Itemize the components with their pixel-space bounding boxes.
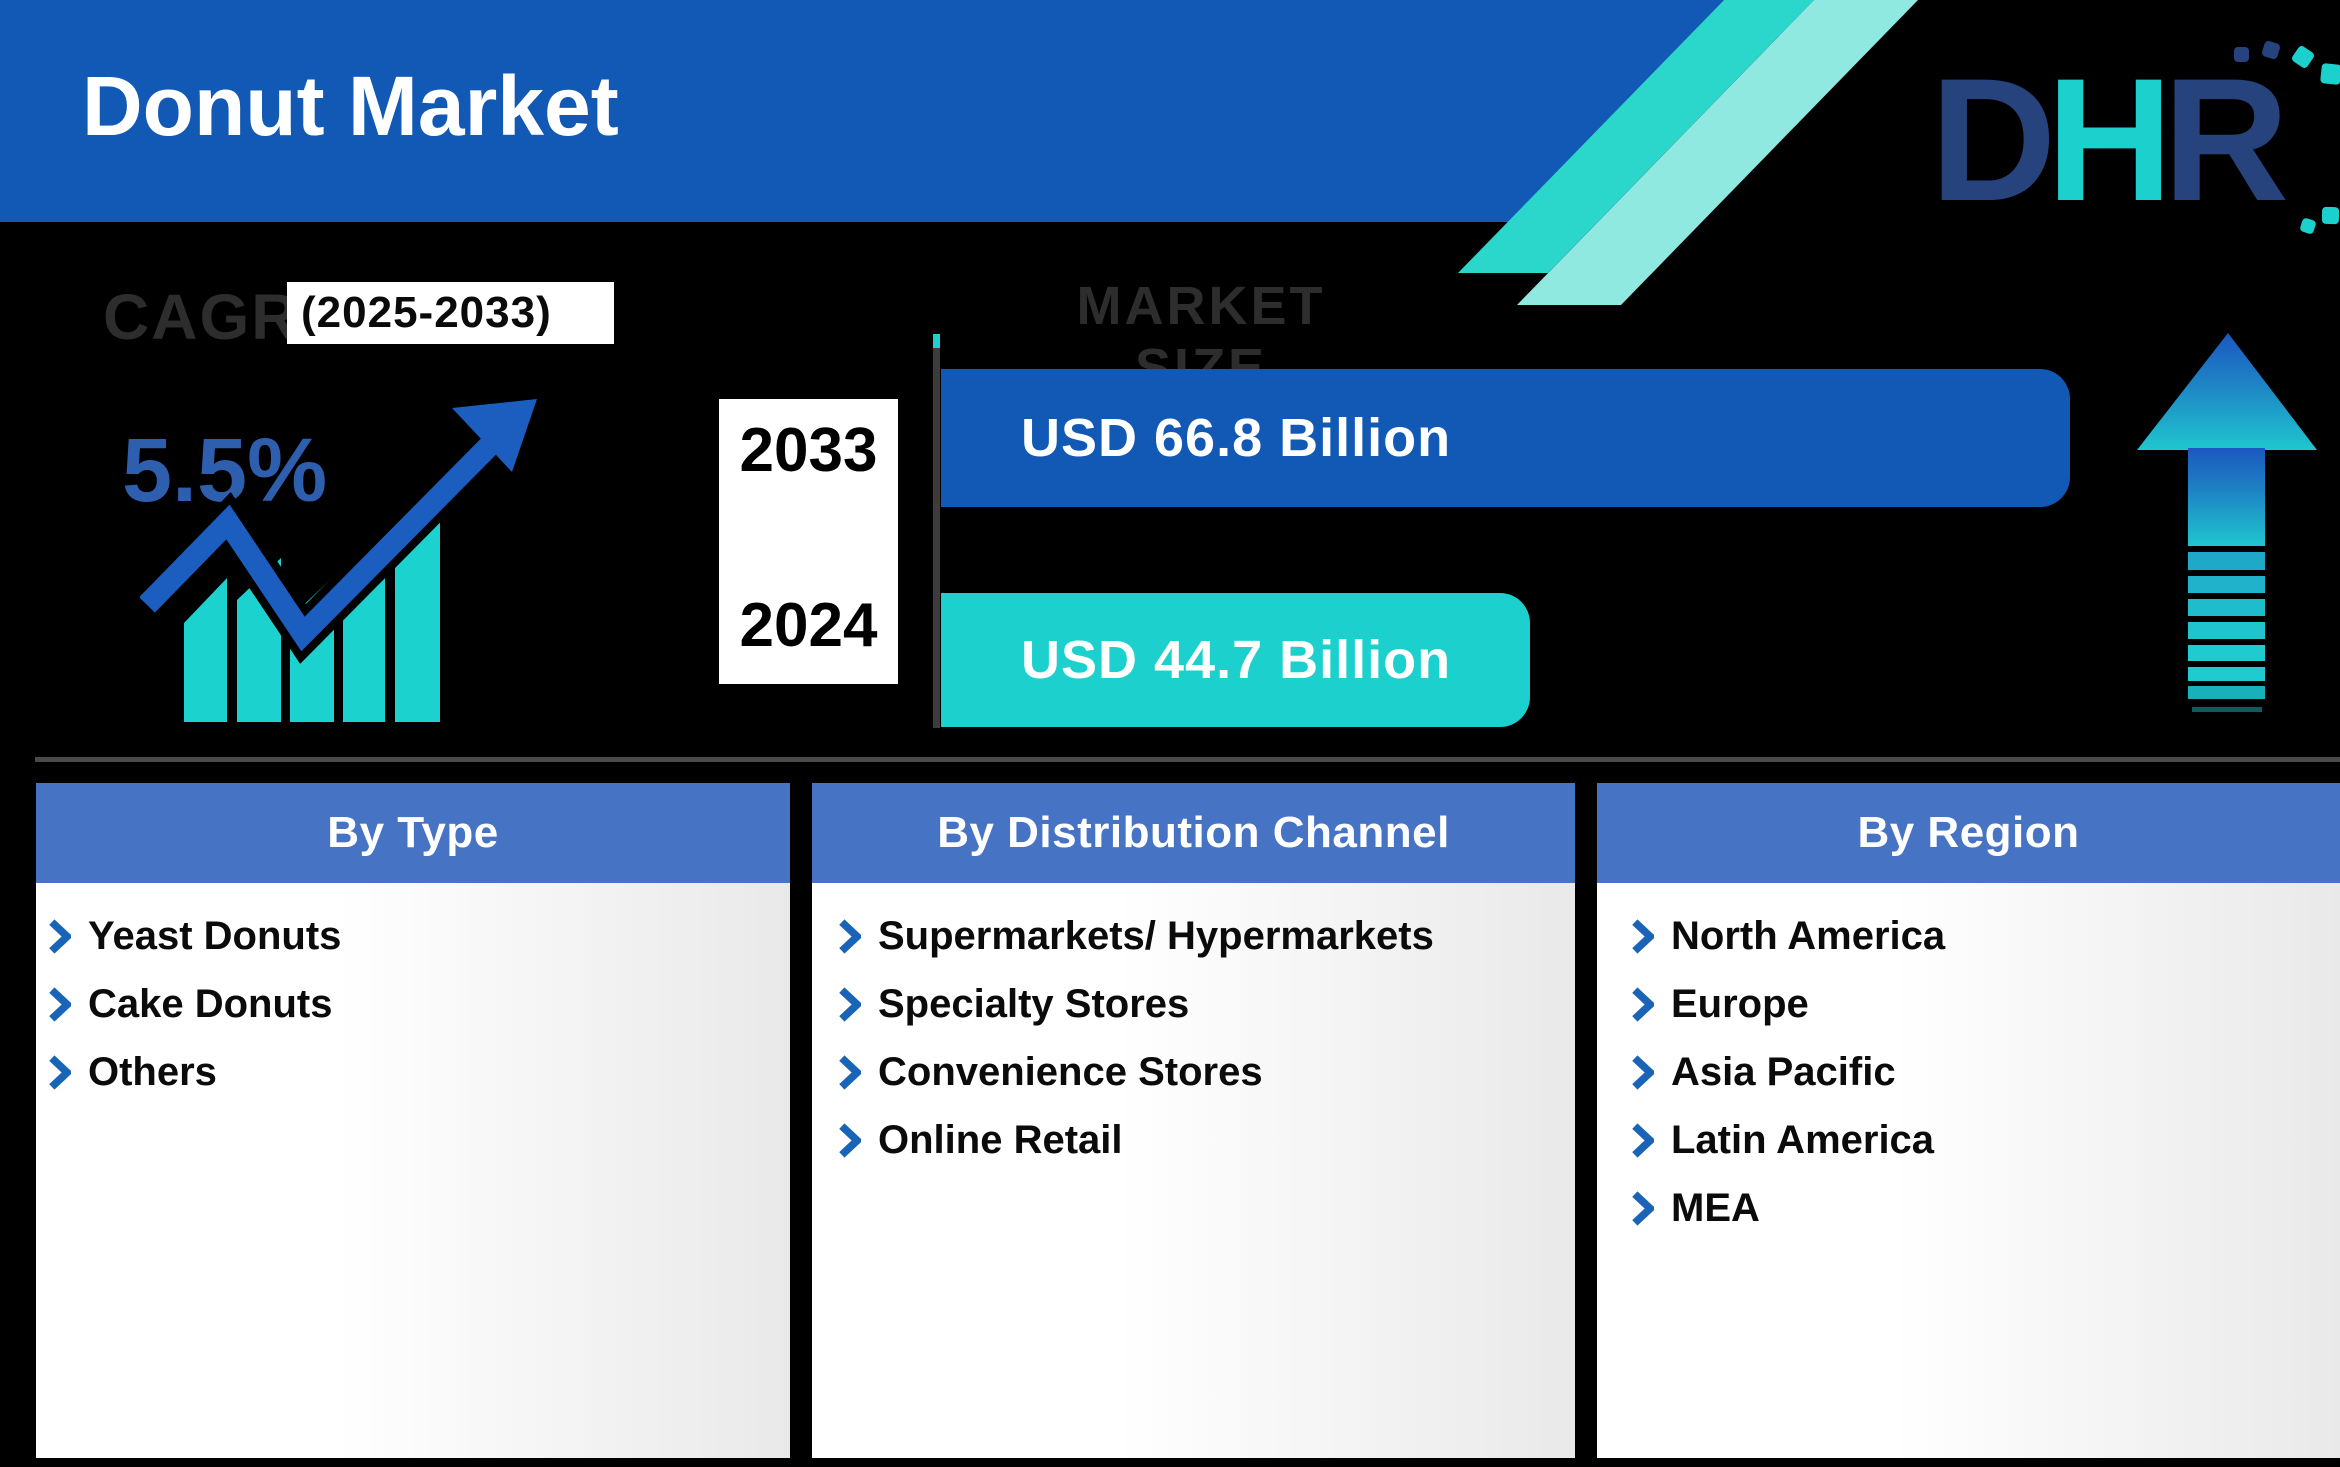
dhr-logo-letter: H xyxy=(2046,43,2172,238)
chevron-right-icon xyxy=(1632,1122,1654,1158)
segment-column-by-region: By Region North America Europe Asia Paci… xyxy=(1597,783,2340,1458)
dhr-logo-letter: D xyxy=(1930,43,2056,238)
year-label-2024: 2024 xyxy=(739,591,878,660)
segment-list-item: Yeast Donuts xyxy=(36,902,790,970)
chevron-right-icon xyxy=(1632,918,1654,954)
segment-column-body: North America Europe Asia Pacific Latin … xyxy=(1597,883,2340,1458)
segment-item-label: Online Retail xyxy=(878,1117,1123,1162)
segment-list-item: Europe xyxy=(1597,970,2340,1038)
segment-list-item: Others xyxy=(36,1038,790,1106)
header-diagonal-stripes-decoration xyxy=(1458,0,1918,305)
segment-column-header: By Distribution Channel xyxy=(812,783,1575,883)
segment-item-label: Yeast Donuts xyxy=(88,913,342,958)
page-title: Donut Market xyxy=(82,59,619,153)
segment-column-header: By Type xyxy=(36,783,790,883)
logo-burst-dot xyxy=(2320,63,2340,85)
cagr-period: (2025-2033) xyxy=(301,288,552,337)
cagr-period-box: (2025-2033) xyxy=(287,282,614,344)
segment-item-label: Europe xyxy=(1671,981,1809,1026)
logo-burst-dot xyxy=(2321,206,2340,225)
market-size-bar-2033-label: USD 66.8 Billion xyxy=(1021,408,1452,468)
segment-item-label: Cake Donuts xyxy=(88,981,333,1026)
logo-burst-dot xyxy=(2299,217,2317,235)
chevron-right-icon xyxy=(839,986,861,1022)
logo-burst-dot xyxy=(2234,47,2249,62)
year-column xyxy=(719,399,898,684)
segment-column-by-type: By Type Yeast Donuts Cake Donuts Others xyxy=(36,783,790,1458)
segment-item-label: Specialty Stores xyxy=(878,981,1190,1026)
segment-list-item: MEA xyxy=(1597,1174,2340,1242)
segment-item-label: North America xyxy=(1671,913,1946,958)
segment-list-item: Supermarkets/ Hypermarkets xyxy=(812,902,1575,970)
year-label-2033: 2033 xyxy=(739,416,878,485)
segment-item-label: Others xyxy=(88,1049,217,1094)
chevron-right-icon xyxy=(1632,1054,1654,1090)
segment-list-item: Asia Pacific xyxy=(1597,1038,2340,1106)
segment-item-label: Convenience Stores xyxy=(878,1049,1263,1094)
segment-column-body: Yeast Donuts Cake Donuts Others xyxy=(36,883,790,1458)
segment-item-label: Supermarkets/ Hypermarkets xyxy=(878,913,1434,958)
header-banner xyxy=(0,0,1724,222)
chevron-right-icon xyxy=(49,986,71,1022)
market-size-bar-2024: USD 44.7 Billion xyxy=(941,593,1530,727)
chevron-right-icon xyxy=(839,1122,861,1158)
market-size-bar-2024-label: USD 44.7 Billion xyxy=(1021,630,1452,690)
segment-list-item: Cake Donuts xyxy=(36,970,790,1038)
section-divider xyxy=(35,757,2340,762)
segment-item-list: Supermarkets/ Hypermarkets Specialty Sto… xyxy=(812,883,1575,1174)
chevron-right-icon xyxy=(1632,1190,1654,1226)
segment-list-item: North America xyxy=(1597,902,2340,970)
growth-chart-icon xyxy=(140,399,537,722)
segment-column-by-distribution-channel: By Distribution Channel Supermarkets/ Hy… xyxy=(812,783,1575,1458)
segment-item-label: MEA xyxy=(1671,1185,1760,1230)
segment-column-header: By Region xyxy=(1597,783,2340,883)
dhr-logo: DHR xyxy=(1900,35,2340,250)
chevron-right-icon xyxy=(1632,986,1654,1022)
dhr-logo-letters: DHR xyxy=(1930,53,2289,228)
segment-item-list: North America Europe Asia Pacific Latin … xyxy=(1597,883,2340,1242)
market-size-bar-2033: USD 66.8 Billion xyxy=(941,369,2070,507)
chevron-right-icon xyxy=(49,918,71,954)
cagr-label: CAGR xyxy=(103,281,300,353)
segment-item-label: Latin America xyxy=(1671,1117,1935,1162)
market-size-axis xyxy=(933,348,940,728)
dhr-logo-letter: R xyxy=(2162,43,2289,238)
market-size-axis-cap xyxy=(933,334,940,348)
chevron-right-icon xyxy=(49,1054,71,1090)
segment-item-list: Yeast Donuts Cake Donuts Others xyxy=(36,883,790,1106)
chevron-right-icon xyxy=(839,918,861,954)
segment-list-item: Specialty Stores xyxy=(812,970,1575,1038)
chevron-right-icon xyxy=(839,1054,861,1090)
segment-list-item: Latin America xyxy=(1597,1106,2340,1174)
segment-item-label: Asia Pacific xyxy=(1671,1049,1896,1094)
segment-column-body: Supermarkets/ Hypermarkets Specialty Sto… xyxy=(812,883,1575,1458)
growth-up-arrow-icon xyxy=(2137,333,2317,712)
segment-list-item: Online Retail xyxy=(812,1106,1575,1174)
logo-burst-dot xyxy=(2290,44,2316,70)
segment-list-item: Convenience Stores xyxy=(812,1038,1575,1106)
